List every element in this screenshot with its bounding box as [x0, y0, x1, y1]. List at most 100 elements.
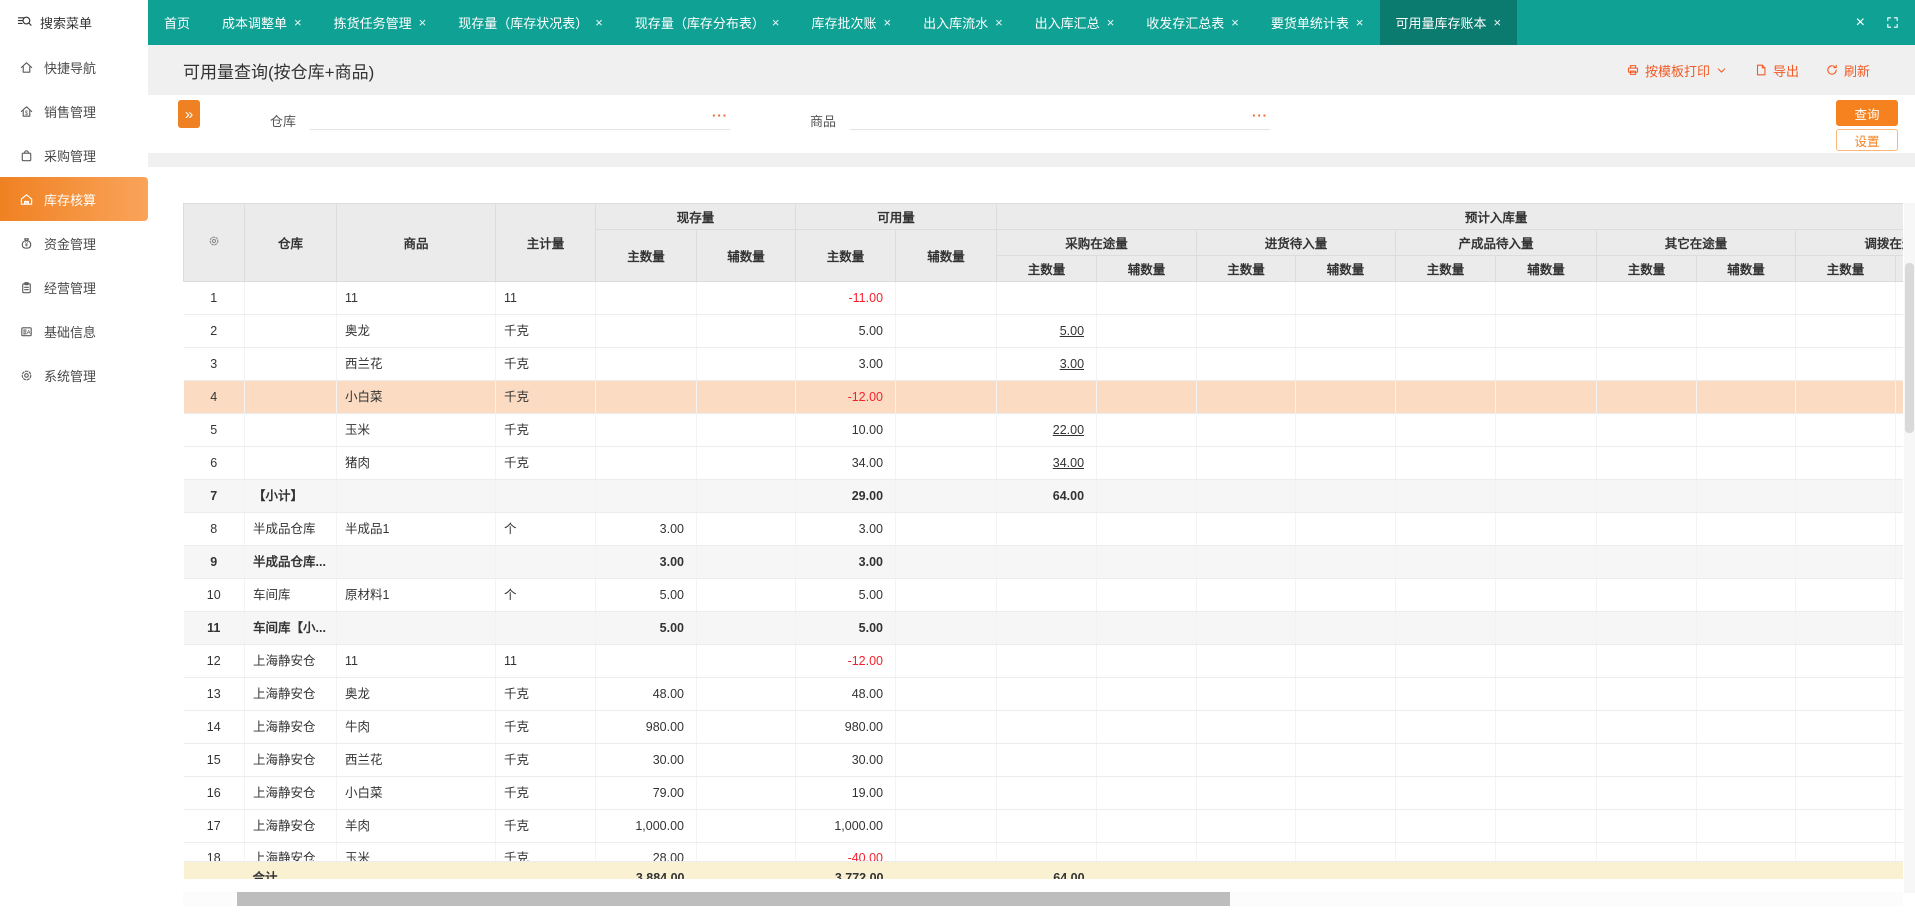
product-picker-dots[interactable]: ···	[1252, 108, 1269, 123]
sidebar-item-0[interactable]: 快捷导航	[0, 45, 148, 89]
warehouse-input[interactable]: ···	[310, 107, 731, 130]
collapse-filter-button[interactable]: »	[178, 100, 200, 128]
header-sub-1-main: 主数量	[1196, 255, 1297, 282]
sidebar-item-2[interactable]: 采购管理	[0, 133, 148, 177]
table-row-15[interactable]: 15 上海静安仓 西兰花 千克 30.00 30.00	[183, 743, 1903, 777]
table-row-1[interactable]: 1 11 11 -11.00	[183, 281, 1903, 315]
settings-button[interactable]: 设置	[1836, 129, 1898, 151]
tab-close-icon[interactable]: ×	[995, 15, 1003, 30]
tab-6[interactable]: 出入库流水 ×	[907, 0, 1019, 45]
table-row-14[interactable]: 14 上海静安仓 牛肉 千克 980.00 980.00	[183, 710, 1903, 744]
tab-bar: 首页 成本调整单 × 拣货任务管理 × 现存量（库存状况表） × 现存量（库存分布表） × 库存批…	[148, 0, 1915, 45]
cell-empty	[1495, 644, 1598, 678]
cell-available-main: 3.00	[795, 347, 897, 381]
tab-close-icon[interactable]: ×	[771, 15, 780, 30]
header-fixed-0: 仓库	[244, 203, 337, 282]
tab-4[interactable]: 现存量（库存分布表） ×	[619, 0, 796, 45]
table-row-3[interactable]: 3 西兰花 千克 3.00 3.00	[183, 347, 1903, 381]
quantity-link[interactable]: 34.00	[1052, 456, 1085, 470]
cell-onhand-main: 5.00	[595, 611, 697, 645]
cell-empty	[1795, 611, 1897, 645]
table-row-18[interactable]: 18 上海静安仓 玉米 千克 28.00 -40.00	[183, 842, 1903, 862]
tab-2[interactable]: 拣货任务管理 ×	[318, 0, 443, 45]
quantity-link[interactable]: 3.00	[1059, 357, 1085, 371]
tab-label: 首页	[164, 16, 191, 31]
tab-5[interactable]: 库存批次账 ×	[795, 0, 907, 45]
cell-product	[336, 611, 496, 645]
tab-7[interactable]: 出入库汇总 ×	[1019, 0, 1131, 45]
product-input[interactable]: ···	[850, 107, 1271, 130]
cell-total-available-main: 3,772.00	[795, 861, 896, 879]
tab-1[interactable]: 成本调整单 ×	[206, 0, 318, 45]
cell-empty	[1096, 578, 1198, 612]
table-row-10[interactable]: 10 车间库 原材料1 个 5.00 5.00	[183, 578, 1903, 612]
quantity-link[interactable]: 5.00	[1059, 324, 1085, 338]
sidebar-item-6[interactable]: A 基础信息	[0, 309, 148, 353]
cell-empty	[1895, 776, 1903, 810]
table-row-6[interactable]: 6 猪肉 千克 34.00 34.00	[183, 446, 1903, 480]
cell-product	[336, 545, 496, 579]
tab-close-icon[interactable]: ×	[883, 15, 892, 30]
cell-unit	[495, 611, 596, 645]
table-row-13[interactable]: 13 上海静安仓 奥龙 千克 48.00 48.00	[183, 677, 1903, 711]
tab-10[interactable]: 可用量库存账本 ×	[1379, 0, 1518, 45]
tab-3[interactable]: 现存量（库存状况表） ×	[442, 0, 619, 45]
tab-8[interactable]: 收发存汇总表 ×	[1130, 0, 1255, 45]
table-row-11[interactable]: 11 车间库【小... 5.00 5.00	[183, 611, 1903, 645]
toolbar-button-0[interactable]: 按模板打印	[1626, 61, 1728, 80]
cell-onhand-aux	[696, 446, 797, 480]
horizontal-scrollbar-thumb[interactable]	[237, 892, 1230, 906]
cell-onhand-main: 30.00	[595, 743, 697, 777]
cell-empty	[1696, 809, 1797, 843]
toolbar-button-1[interactable]: 导出	[1754, 61, 1799, 80]
quantity-link[interactable]: 22.00	[1052, 423, 1085, 437]
table-row-5[interactable]: 5 玉米 千克 10.00 22.00	[183, 413, 1903, 447]
table-row-9[interactable]: 9 半成品仓库... 3.00 3.00	[183, 545, 1903, 579]
sidebar-item-5[interactable]: 经营管理	[0, 265, 148, 309]
tab-close-icon[interactable]: ×	[1231, 15, 1239, 30]
cell-available-main: -40.00	[795, 842, 897, 862]
tab-close-icon[interactable]: ×	[1355, 15, 1364, 30]
cell-empty	[1795, 842, 1897, 862]
table-row-2[interactable]: 2 奥龙 千克 5.00 5.00	[183, 314, 1903, 348]
close-icon[interactable]: ×	[1855, 13, 1865, 31]
tab-close-icon[interactable]: ×	[294, 15, 302, 30]
sidebar-item-1[interactable]: $ 销售管理	[0, 89, 148, 133]
sidebar-item-7[interactable]: 系统管理	[0, 353, 148, 397]
cell-available-aux	[895, 578, 998, 612]
header-sub-2-main: 主数量	[1395, 255, 1497, 282]
sidebar-item-4[interactable]: ¥ 资金管理	[0, 221, 148, 265]
vertical-scrollbar[interactable]	[1904, 203, 1915, 893]
table-row-4[interactable]: 4 小白菜 千克 -12.00	[183, 380, 1903, 414]
sidebar-item-label: 资金管理	[44, 236, 97, 252]
cell-available-main: 3.00	[795, 512, 897, 546]
search-menu[interactable]: 搜索菜单	[0, 0, 148, 45]
warehouse-picker-dots[interactable]: ···	[712, 108, 729, 123]
tab-close-icon[interactable]: ×	[1493, 15, 1502, 30]
toolbar-button-2[interactable]: 刷新	[1825, 61, 1870, 80]
tab-close-icon[interactable]: ×	[595, 15, 603, 30]
horizontal-scrollbar[interactable]	[183, 892, 1903, 906]
table-row-8[interactable]: 8 半成品仓库 半成品1 个 3.00 3.00	[183, 512, 1903, 546]
tab-0[interactable]: 首页	[148, 0, 206, 45]
table-row-17[interactable]: 17 上海静安仓 羊肉 千克 1,000.00 1,000.00	[183, 809, 1903, 843]
tab-close-icon[interactable]: ×	[1106, 15, 1115, 30]
cell-onhand-main: 980.00	[595, 710, 697, 744]
vertical-scrollbar-thumb[interactable]	[1905, 263, 1914, 433]
tabbar-window-controls: ×	[1841, 0, 1915, 45]
product-field: 商品 ···	[810, 107, 1271, 130]
table-row-16[interactable]: 16 上海静安仓 小白菜 千克 79.00 19.00	[183, 776, 1903, 810]
query-button[interactable]: 查询	[1836, 100, 1898, 126]
table-row-7[interactable]: 7 【小计】 29.00 64.00	[183, 479, 1903, 513]
chevron-down-icon[interactable]	[1715, 64, 1728, 77]
sidebar-item-3[interactable]: 库存核算	[0, 177, 148, 221]
table-row-12[interactable]: 12 上海静安仓 11 11 -12.00	[183, 644, 1903, 678]
cell-empty	[1395, 644, 1497, 678]
cell-purchase-main	[996, 545, 1098, 579]
cell-empty	[1596, 743, 1698, 777]
cell-available-aux	[895, 281, 998, 315]
fullscreen-icon[interactable]	[1885, 15, 1900, 30]
tab-9[interactable]: 要货单统计表 ×	[1255, 0, 1380, 45]
cell-onhand-aux	[696, 545, 797, 579]
tab-close-icon[interactable]: ×	[418, 15, 427, 30]
